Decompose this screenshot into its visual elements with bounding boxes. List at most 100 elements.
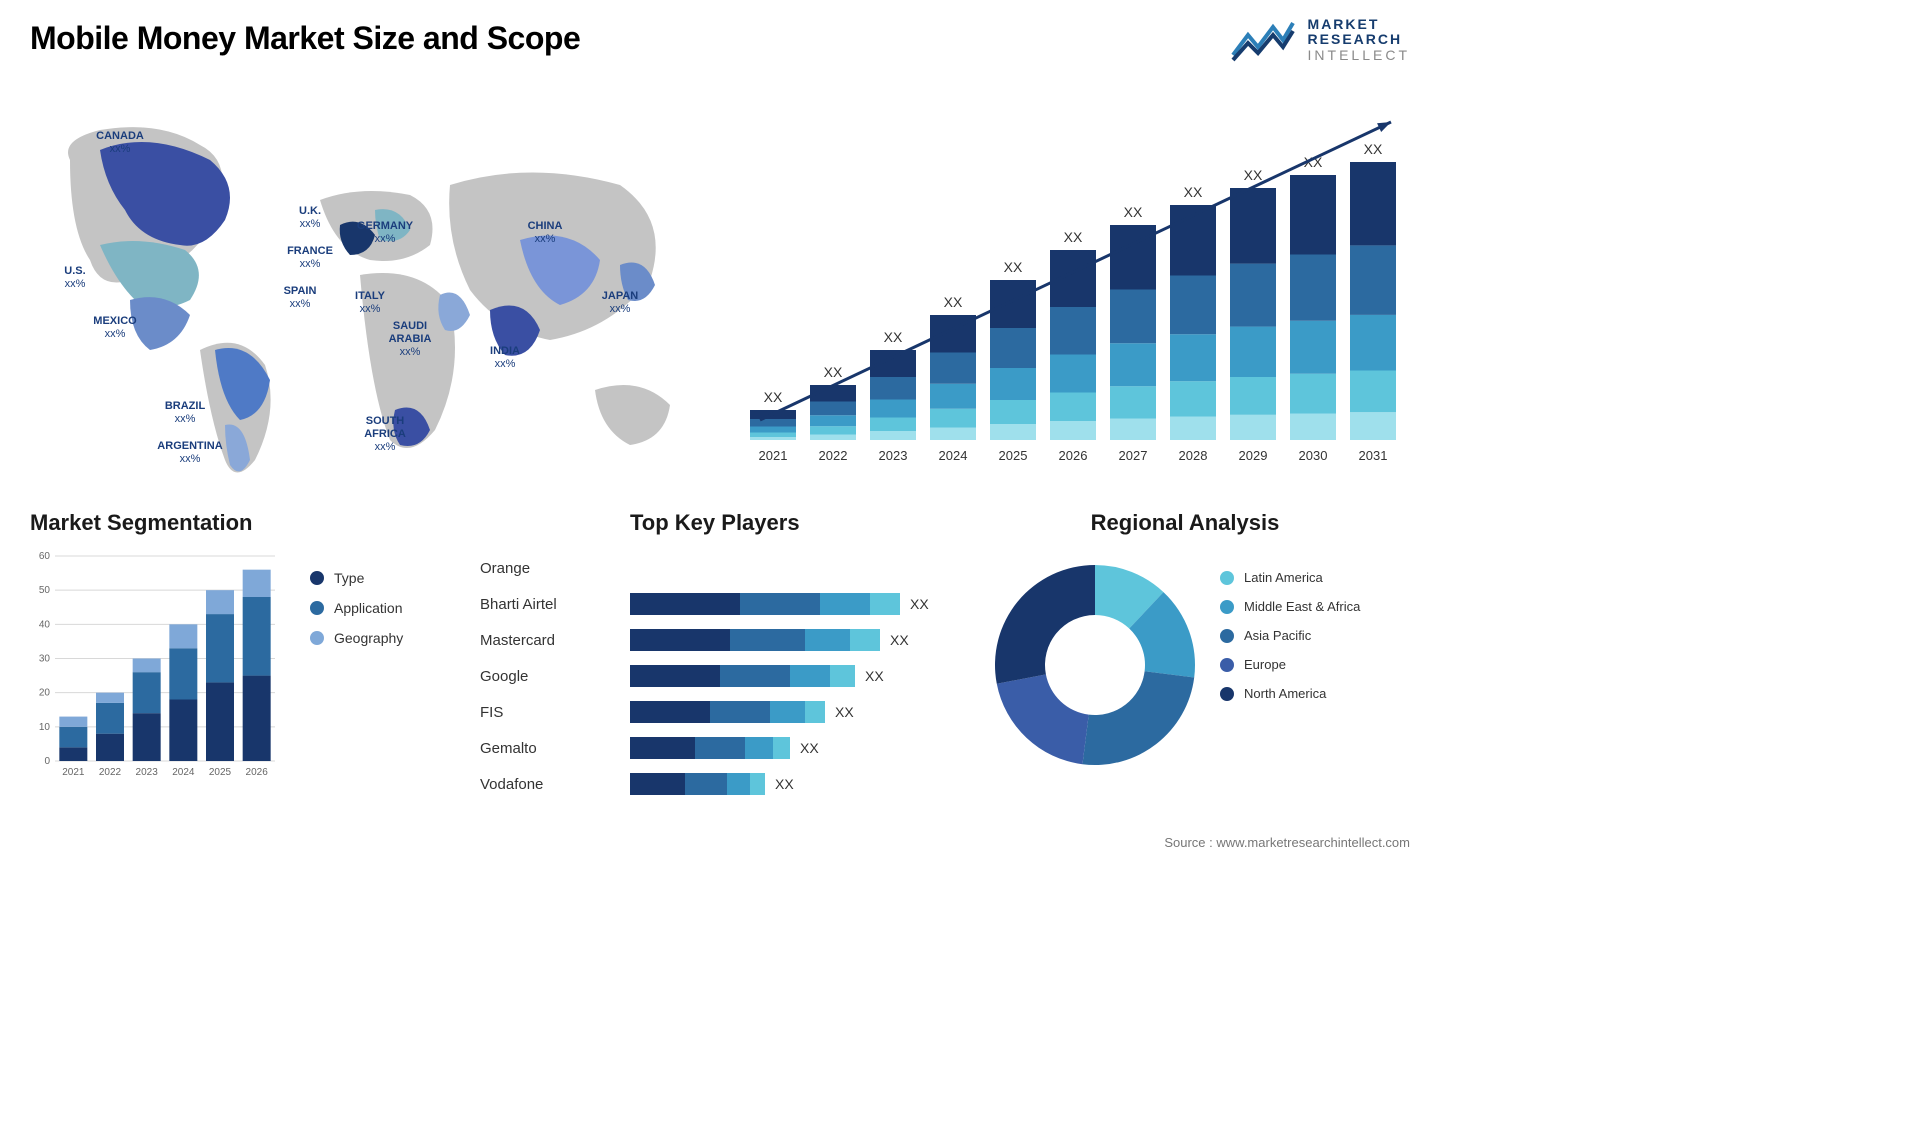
legend-dot <box>1220 658 1234 672</box>
svg-text:2022: 2022 <box>819 448 848 463</box>
legend-item: Application <box>310 600 403 616</box>
legend-dot <box>310 571 324 585</box>
page-title: Mobile Money Market Size and Scope <box>30 20 580 57</box>
legend-item: Asia Pacific <box>1220 628 1360 643</box>
svg-text:XX: XX <box>1244 167 1263 183</box>
player-name: FIS <box>480 704 630 721</box>
map-label: GERMANYxx% <box>357 220 413 246</box>
svg-text:2023: 2023 <box>879 448 908 463</box>
logo-text: MARKET RESEARCH INTELLECT <box>1308 17 1410 63</box>
svg-text:XX: XX <box>1064 229 1083 245</box>
player-bar <box>630 629 880 651</box>
player-name: Vodafone <box>480 776 630 793</box>
svg-text:0: 0 <box>44 756 50 767</box>
player-bar <box>630 701 825 723</box>
player-name: Google <box>480 668 630 685</box>
player-row: FIS XX <box>480 694 929 730</box>
player-row: Vodafone XX <box>480 766 929 802</box>
legend-label: Asia Pacific <box>1244 628 1311 643</box>
player-bar <box>630 773 765 795</box>
player-value: XX <box>890 632 909 648</box>
logo-icon <box>1228 15 1298 65</box>
svg-text:2023: 2023 <box>136 767 159 778</box>
players-section: Top Key Players OrangeBharti AirtelXXMas… <box>480 510 970 536</box>
regional-legend: Latin America Middle East & Africa Asia Pa… <box>1220 570 1360 715</box>
map-label: SAUDIARABIAxx% <box>389 320 432 360</box>
map-label: JAPANxx% <box>602 290 638 316</box>
svg-text:2021: 2021 <box>759 448 788 463</box>
world-map: CANADAxx%U.S.xx%MEXICOxx%BRAZILxx%ARGENT… <box>30 90 720 490</box>
svg-text:50: 50 <box>39 585 51 596</box>
legend-dot <box>1220 629 1234 643</box>
svg-text:2025: 2025 <box>999 448 1028 463</box>
legend-item: Europe <box>1220 657 1360 672</box>
svg-text:XX: XX <box>1184 184 1203 200</box>
map-label: ARGENTINAxx% <box>157 440 222 466</box>
segmentation-chart: 0102030405060202120222023202420252026 <box>30 546 290 806</box>
player-row: Mastercard XX <box>480 622 929 658</box>
svg-text:2027: 2027 <box>1119 448 1148 463</box>
player-value: XX <box>865 668 884 684</box>
svg-text:2025: 2025 <box>209 767 232 778</box>
map-label: SPAINxx% <box>284 285 317 311</box>
map-label: MEXICOxx% <box>93 315 136 341</box>
map-label: BRAZILxx% <box>165 400 205 426</box>
legend-dot <box>1220 687 1234 701</box>
svg-text:2021: 2021 <box>62 767 85 778</box>
player-name: Gemalto <box>480 740 630 757</box>
player-row: Google XX <box>480 658 929 694</box>
svg-text:2022: 2022 <box>99 767 122 778</box>
segmentation-legend: Type Application Geography <box>310 570 403 660</box>
player-value: XX <box>835 704 854 720</box>
svg-text:XX: XX <box>1364 141 1383 157</box>
svg-text:60: 60 <box>39 551 51 562</box>
svg-text:XX: XX <box>764 389 783 405</box>
svg-text:10: 10 <box>39 722 51 733</box>
legend-dot <box>310 601 324 615</box>
source-text: Source : www.marketresearchintellect.com <box>1164 835 1410 850</box>
legend-label: Geography <box>334 630 403 646</box>
regional-section: Regional Analysis Latin AmericaMiddle Ea… <box>990 510 1420 536</box>
legend-item: Type <box>310 570 403 586</box>
player-bar <box>630 665 855 687</box>
legend-label: Latin America <box>1244 570 1323 585</box>
legend-label: Application <box>334 600 403 616</box>
svg-text:2028: 2028 <box>1179 448 1208 463</box>
svg-text:2026: 2026 <box>246 767 269 778</box>
map-label: CHINAxx% <box>528 220 563 246</box>
forecast-chart: XX2021XX2022XX2023XX2024XX2025XX2026XX20… <box>740 100 1410 480</box>
player-value: XX <box>800 740 819 756</box>
svg-text:2030: 2030 <box>1299 448 1328 463</box>
player-name: Orange <box>480 560 630 577</box>
regional-title: Regional Analysis <box>950 510 1420 536</box>
svg-text:2026: 2026 <box>1059 448 1088 463</box>
player-name: Mastercard <box>480 632 630 649</box>
map-label: U.K.xx% <box>299 205 321 231</box>
svg-text:XX: XX <box>944 294 963 310</box>
svg-text:2024: 2024 <box>172 767 195 778</box>
legend-item: North America <box>1220 686 1360 701</box>
legend-label: Middle East & Africa <box>1244 599 1360 614</box>
player-value: XX <box>775 776 794 792</box>
legend-label: North America <box>1244 686 1326 701</box>
map-label: CANADAxx% <box>96 130 144 156</box>
brand-logo: MARKET RESEARCH INTELLECT <box>1228 15 1410 65</box>
regional-donut <box>990 560 1200 775</box>
segmentation-section: Market Segmentation 01020304050602021202… <box>30 510 460 811</box>
legend-dot <box>1220 571 1234 585</box>
player-row: Orange <box>480 550 929 586</box>
player-name: Bharti Airtel <box>480 596 630 613</box>
segmentation-title: Market Segmentation <box>30 510 460 536</box>
player-bar <box>630 737 790 759</box>
svg-text:2031: 2031 <box>1359 448 1388 463</box>
map-label: INDIAxx% <box>490 345 520 371</box>
svg-text:XX: XX <box>824 364 843 380</box>
svg-text:XX: XX <box>1124 204 1143 220</box>
svg-text:XX: XX <box>1004 259 1023 275</box>
svg-text:40: 40 <box>39 619 51 630</box>
svg-text:30: 30 <box>39 654 51 665</box>
svg-text:2029: 2029 <box>1239 448 1268 463</box>
legend-dot <box>1220 600 1234 614</box>
player-row: Bharti AirtelXX <box>480 586 929 622</box>
players-list: OrangeBharti AirtelXXMastercardXXGoogleX… <box>480 550 929 802</box>
